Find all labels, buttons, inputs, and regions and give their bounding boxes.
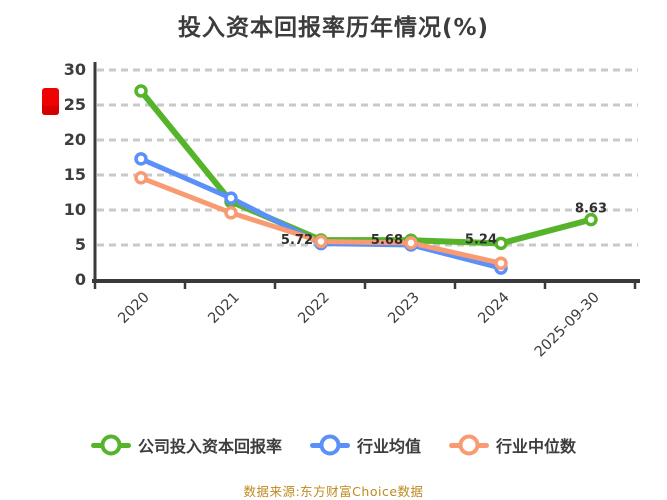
data-point-industry-average-2020 — [134, 152, 148, 166]
legend-item-industry-median[interactable]: 行业中位数 — [449, 433, 576, 457]
data-point-industry-median-2022 — [314, 234, 328, 249]
x-axis-label: 2020 — [115, 290, 152, 327]
x-axis-label: 2022 — [295, 290, 332, 327]
point-label: 5.68 — [371, 233, 403, 248]
legend-label-industry-average: 行业均值 — [356, 437, 421, 456]
x-axis-label: 2023 — [385, 290, 422, 327]
x-axis-label: 2021 — [205, 290, 242, 327]
y-axis-label: 30 — [64, 60, 86, 79]
legend-marker-industry-average — [309, 433, 350, 457]
roic-line-chart: 0 5 10 15 20 25 30 2020 2021 2022 2023 2024 2025-09-… — [64, 60, 640, 361]
data-point-industry-median-2024 — [494, 256, 508, 270]
data-source-note: 数据来源:东方财富Choice数据 — [243, 484, 424, 499]
legend-label-company-roic: 公司投入资本回报率 — [137, 437, 282, 456]
data-point-industry-median-2021 — [224, 206, 238, 220]
data-point-company-2025-09-30 — [584, 212, 598, 227]
y-axis-label: 25 — [64, 95, 86, 114]
y-axis-label: 5 — [75, 235, 86, 254]
legend-item-company-roic[interactable]: 公司投入资本回报率 — [90, 433, 282, 457]
legend-marker-industry-median — [449, 433, 489, 457]
chart-legend: 公司投入资本回报率 行业均值 行业中位数 — [0, 433, 667, 457]
data-point-company-2020 — [134, 84, 148, 98]
legend-label-industry-median: 行业中位数 — [496, 437, 577, 456]
data-point-industry-average-2021 — [224, 191, 238, 205]
y-axis-label: 15 — [64, 165, 86, 184]
y-axis-label: 10 — [64, 200, 86, 219]
data-point-industry-median-2020 — [134, 171, 148, 185]
y-axis-label: 20 — [64, 130, 86, 149]
point-label: 8.63 — [575, 202, 607, 217]
point-label: 5.72 — [281, 233, 313, 248]
legend-item-industry-average[interactable]: 行业均值 — [309, 433, 421, 457]
red-envelope-icon[interactable] — [42, 88, 59, 115]
x-axis-label: 2024 — [475, 290, 512, 327]
legend-marker-company-roic — [90, 433, 131, 457]
point-label: 5.24 — [465, 232, 497, 247]
data-point-company-2024 — [494, 236, 508, 251]
series-line-industry-median — [138, 175, 504, 266]
series-line-company — [138, 88, 594, 247]
y-axis-label: 0 — [75, 270, 86, 289]
chart-title: 投入资本回报率历年情况(%) — [177, 15, 490, 41]
x-axis-label: 2025-09-30 — [532, 290, 603, 361]
data-point-industry-median-2023 — [404, 236, 418, 250]
